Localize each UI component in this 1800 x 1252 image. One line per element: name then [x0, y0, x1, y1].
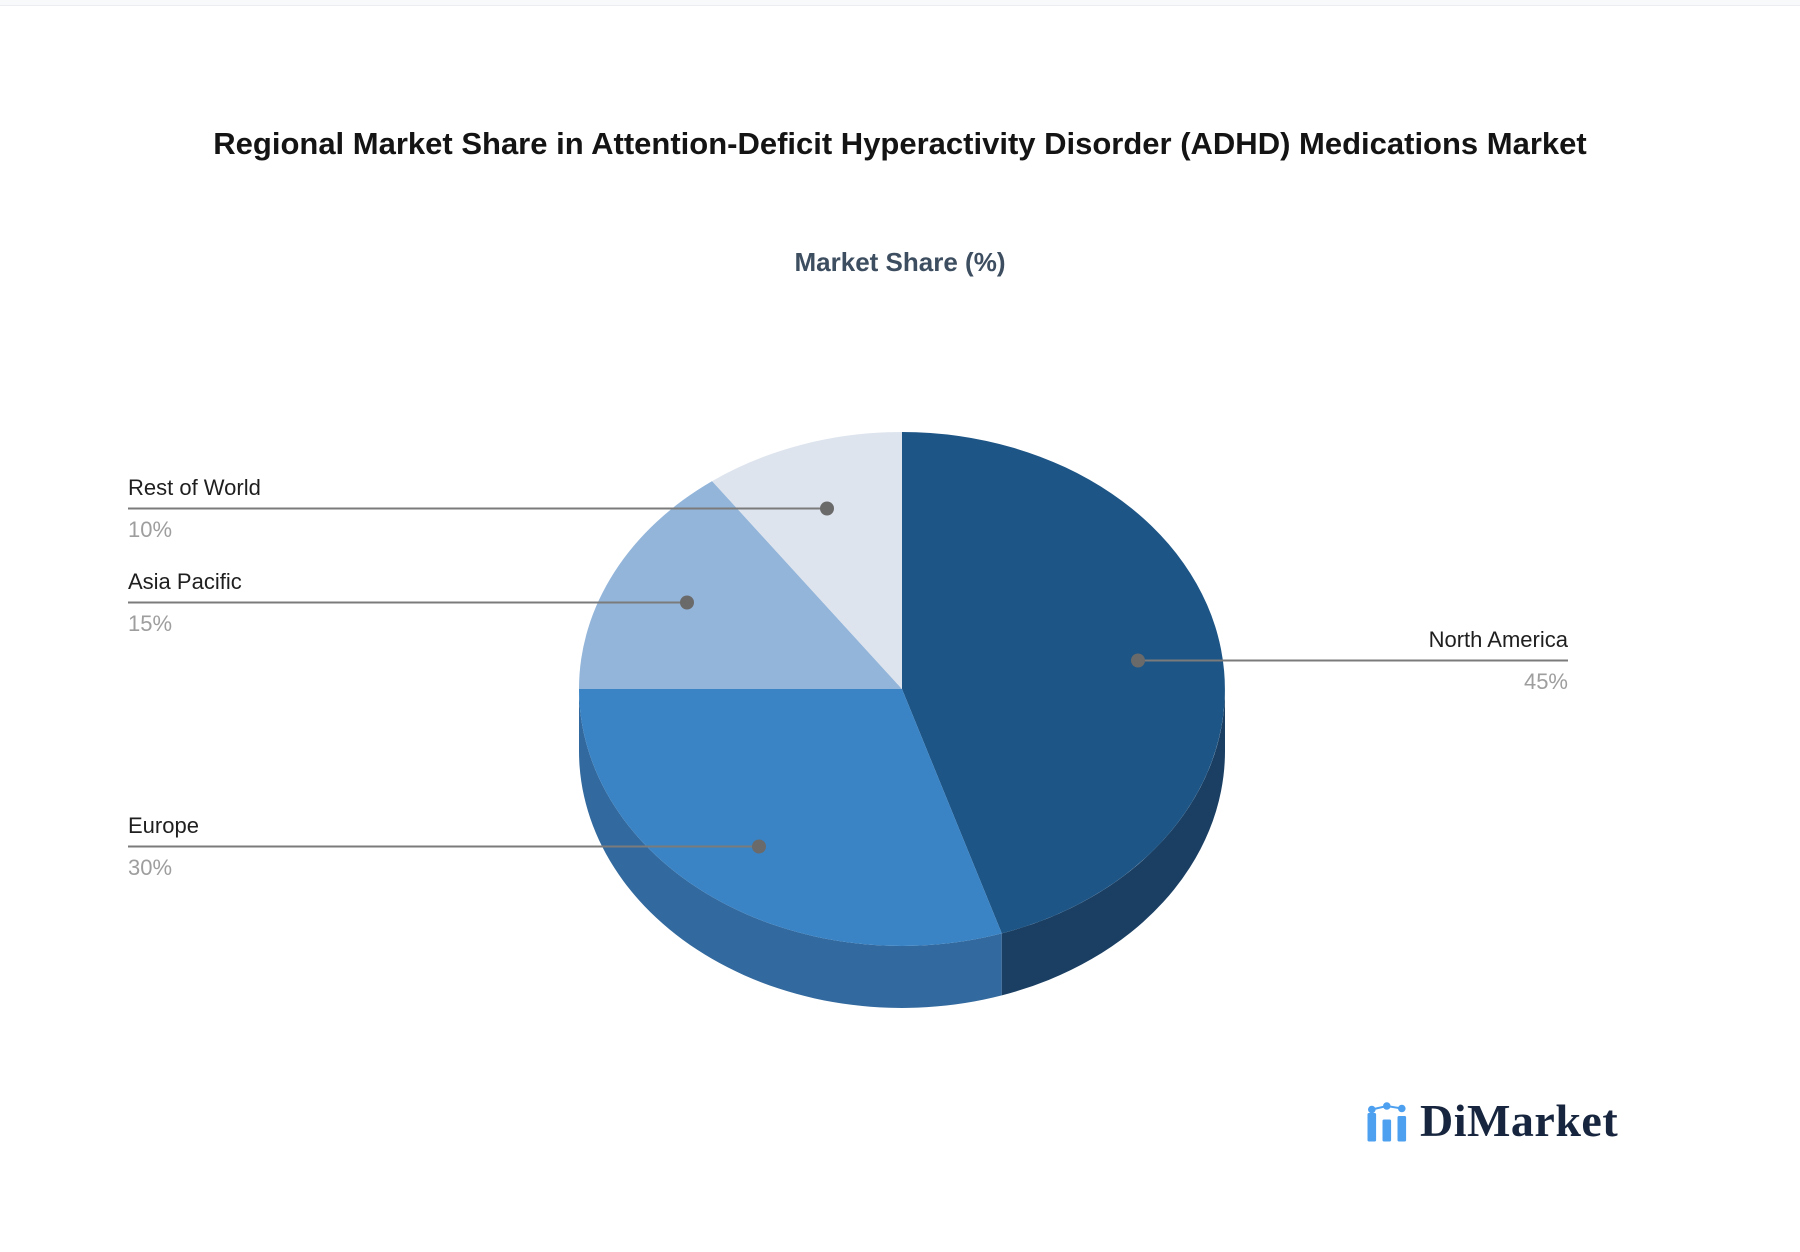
pie-slice-rest-of-world[interactable] — [712, 432, 902, 689]
pie-slice-europe-side — [579, 689, 1002, 1008]
brand-logo-text: DiMarket — [1420, 1095, 1619, 1146]
leader-dot-rest-of-world — [820, 501, 834, 516]
leader-dot-europe — [752, 839, 766, 854]
pie-slice-asia-pacific[interactable] — [579, 481, 902, 689]
brand-logo-icon — [1367, 1102, 1407, 1142]
pie-slice-north-america-side — [1001, 689, 1225, 996]
pie-slice-europe[interactable] — [579, 689, 1002, 946]
label-europe: Europe — [128, 813, 199, 838]
chart-title: Regional Market Share in Attention-Defic… — [213, 126, 1587, 161]
top-border-strip — [0, 0, 1800, 6]
leader-dot-north-america — [1131, 653, 1145, 668]
leader-dot-asia-pacific — [680, 595, 694, 610]
label-rest-of-world: Rest of World — [128, 475, 261, 500]
label-asia-pacific: Asia Pacific — [128, 569, 242, 594]
pie-slice-north-america[interactable] — [902, 432, 1225, 934]
value-asia-pacific: 15% — [128, 611, 173, 636]
brand-logo: DiMarket — [1364, 1098, 1618, 1144]
value-rest-of-world: 10% — [128, 517, 173, 542]
label-north-america: North America — [1428, 627, 1568, 652]
value-north-america: 45% — [1523, 669, 1568, 694]
value-europe: 30% — [128, 855, 173, 880]
chart-subtitle: Market Share (%) — [794, 247, 1006, 277]
